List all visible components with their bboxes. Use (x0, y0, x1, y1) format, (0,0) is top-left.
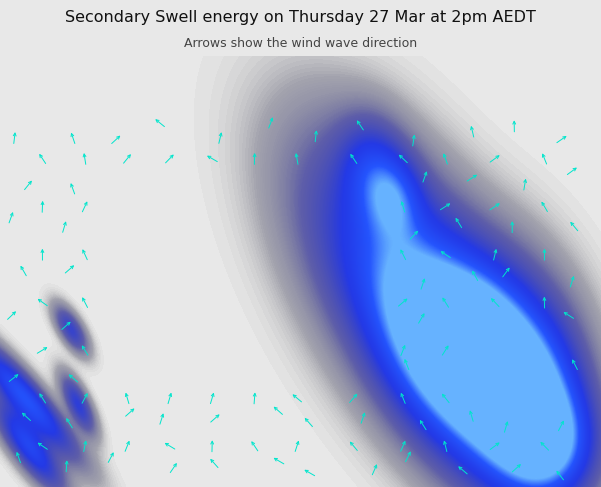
Text: Secondary Swell energy on Thursday 27 Mar at 2pm AEDT: Secondary Swell energy on Thursday 27 Ma… (65, 10, 536, 25)
Text: Arrows show the wind wave direction: Arrows show the wind wave direction (184, 37, 417, 50)
